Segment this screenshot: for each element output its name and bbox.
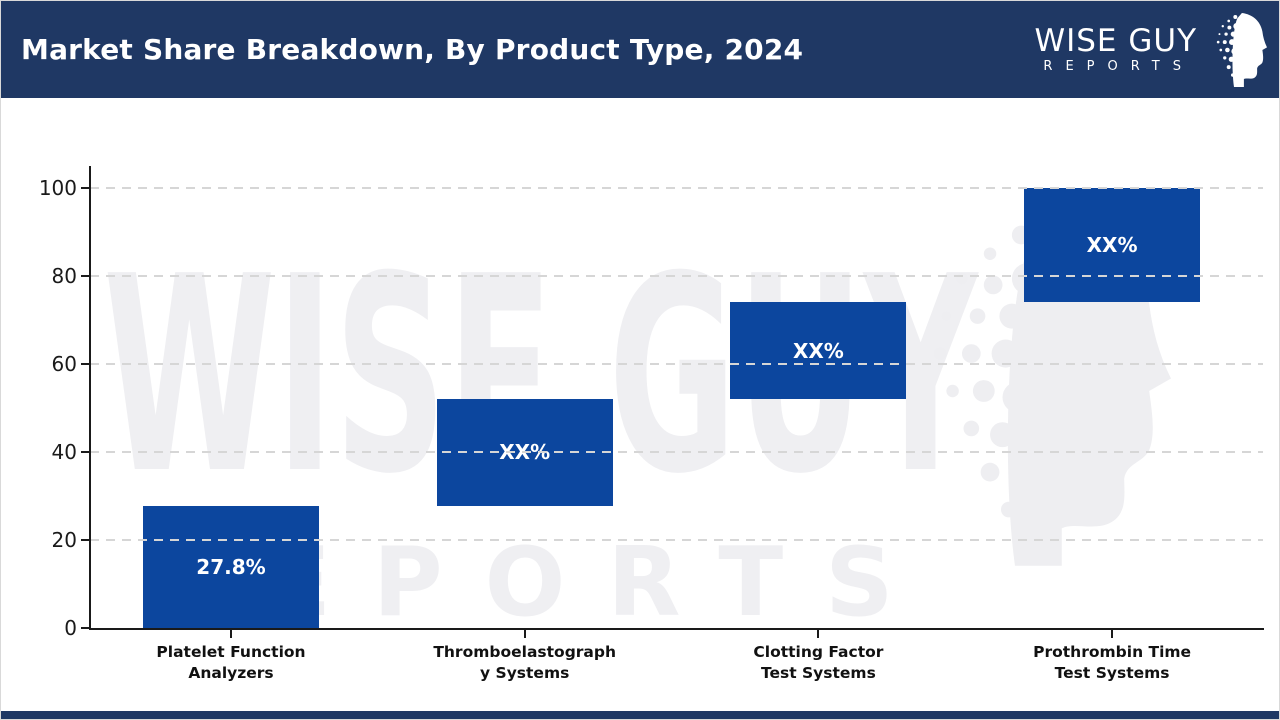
footer-bar	[1, 711, 1279, 719]
y-tick-label: 60	[51, 352, 77, 376]
gridline-60	[90, 363, 1263, 365]
y-tick-mark	[81, 627, 89, 629]
x-tick-mark	[230, 630, 232, 638]
gridline-80	[90, 275, 1263, 277]
y-tick-mark	[81, 275, 89, 277]
y-tick-label: 100	[38, 176, 77, 200]
header: Market Share Breakdown, By Product Type,…	[1, 1, 1279, 98]
x-tick-mark	[817, 630, 820, 638]
logo-text: WISE GUY REPORTS	[1034, 25, 1197, 75]
bar-value-label: XX%	[792, 338, 844, 363]
bar-value-label: 27.8%	[196, 554, 266, 579]
y-tick-mark	[81, 187, 89, 189]
category-label: Clotting Factor Test Systems	[753, 643, 884, 682]
category-label: Thromboelastograph y Systems	[433, 643, 617, 682]
x-axis-line	[89, 628, 1264, 630]
x-tick-mark	[1111, 630, 1114, 638]
y-axis-line	[89, 166, 91, 630]
wise-guy-face-icon	[1216, 12, 1267, 87]
x-tick-mark	[523, 630, 526, 638]
y-tick-mark	[81, 539, 89, 541]
y-tick-mark	[81, 451, 89, 453]
y-tick-label: 80	[51, 264, 77, 288]
page-title: Market Share Breakdown, By Product Type,…	[21, 33, 804, 66]
y-tick-label: 40	[51, 440, 77, 464]
bar: XX%	[730, 302, 907, 400]
logo-wordmark: WISE GUY	[1034, 22, 1197, 59]
bar: 27.8%	[143, 505, 319, 628]
y-tick-label: 20	[51, 528, 77, 552]
gridline-20	[90, 539, 1263, 541]
gridline-40	[90, 451, 1263, 453]
y-tick-label: 0	[64, 616, 77, 640]
bar-value-label: XX%	[1086, 233, 1138, 258]
category-label: Prothrombin Time Test Systems	[1033, 643, 1192, 682]
bar: XX%	[1024, 188, 1201, 303]
gridline-100	[90, 187, 1263, 189]
wise-guy-logo: WISE GUY REPORTS	[1034, 12, 1267, 87]
category-label: Platelet Function Analyzers	[156, 643, 306, 682]
y-tick-mark	[81, 363, 89, 365]
logo-subtitle: REPORTS	[1043, 59, 1195, 75]
